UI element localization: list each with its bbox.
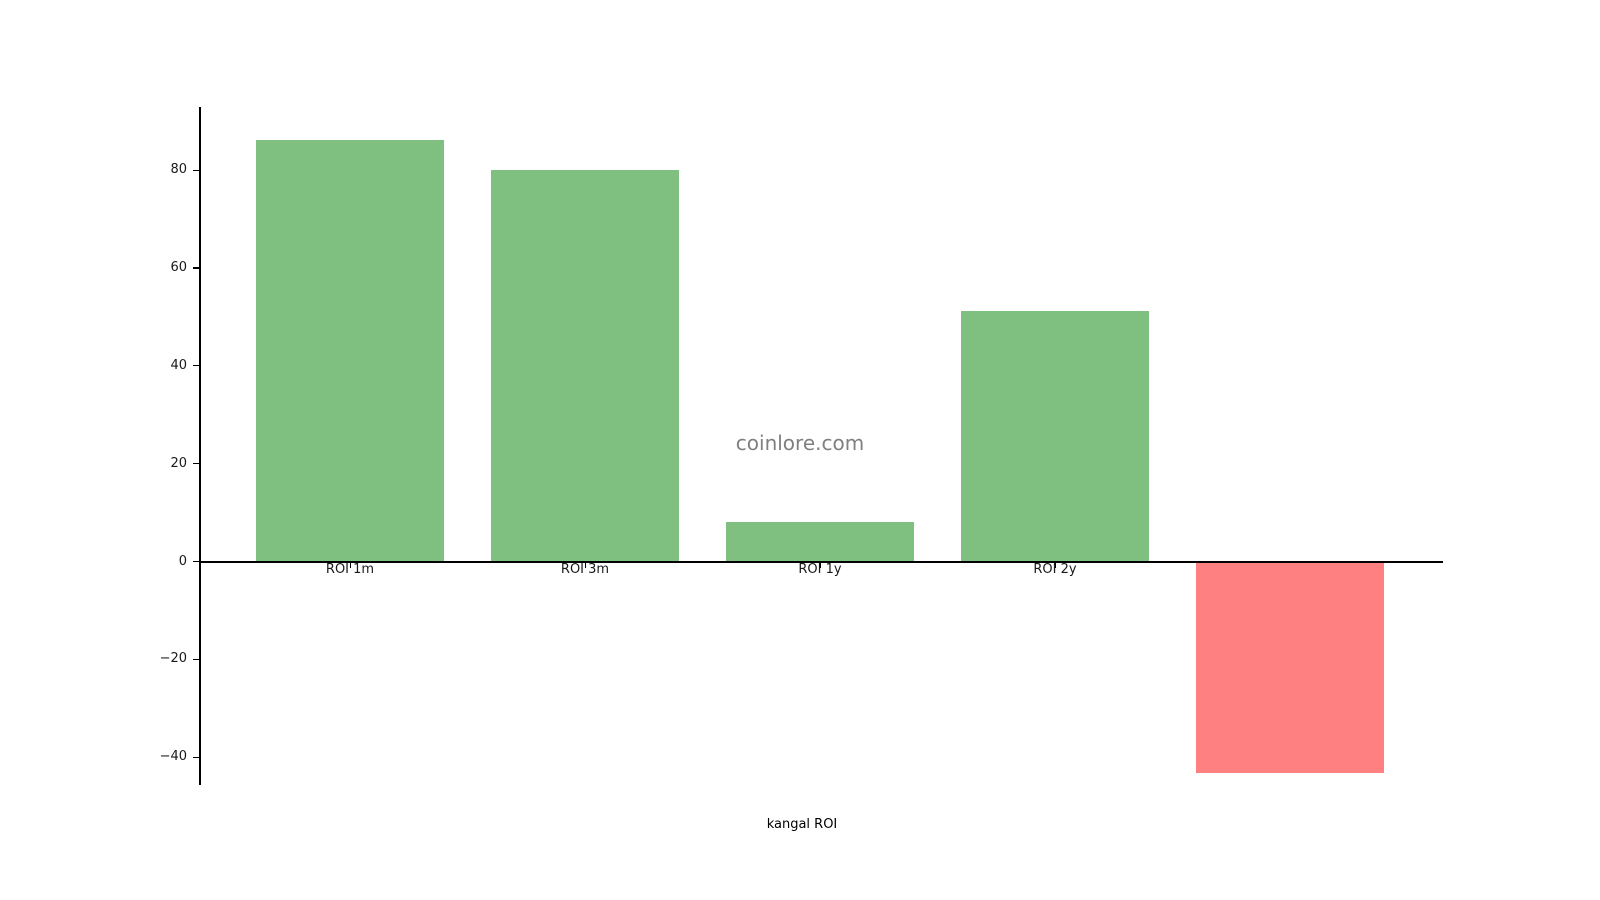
watermark-text: coinlore.com [735, 431, 865, 455]
y-tick-label: 60 [170, 259, 187, 275]
bar-roi-2y [961, 311, 1149, 561]
y-tick-mark [193, 756, 199, 758]
x-tick-label: ROI 2y [1033, 562, 1077, 577]
bar-roi-1m [256, 140, 444, 561]
bar-roi-3m [491, 169, 679, 561]
x-tick-label: ROI 1y [798, 562, 842, 577]
y-axis-spine [199, 107, 201, 785]
x-tick-mark [350, 562, 352, 568]
x-axis-zero-line [199, 561, 1443, 563]
y-tick-label: −20 [159, 651, 187, 667]
y-tick-mark [193, 169, 199, 171]
y-tick-label: 80 [170, 162, 187, 178]
x-tick-mark [1055, 562, 1057, 568]
x-axis-title: kangal ROI [766, 817, 838, 832]
x-tick-label: ROI 1m [325, 562, 375, 577]
y-tick-mark [193, 561, 199, 563]
y-tick-label: 0 [178, 553, 187, 569]
bar-unlabeled-4 [1196, 562, 1384, 773]
y-tick-mark [193, 658, 199, 661]
y-tick-label: −40 [159, 749, 187, 765]
x-tick-mark [820, 562, 822, 568]
y-tick-label: 40 [170, 357, 187, 373]
y-tick-mark [193, 463, 199, 465]
y-tick-mark [193, 267, 199, 269]
bar-roi-1y [726, 521, 914, 561]
x-tick-label: ROI 3m [560, 562, 610, 577]
y-tick-mark [193, 365, 199, 367]
x-tick-mark [585, 562, 587, 568]
y-tick-label: 20 [170, 455, 187, 471]
